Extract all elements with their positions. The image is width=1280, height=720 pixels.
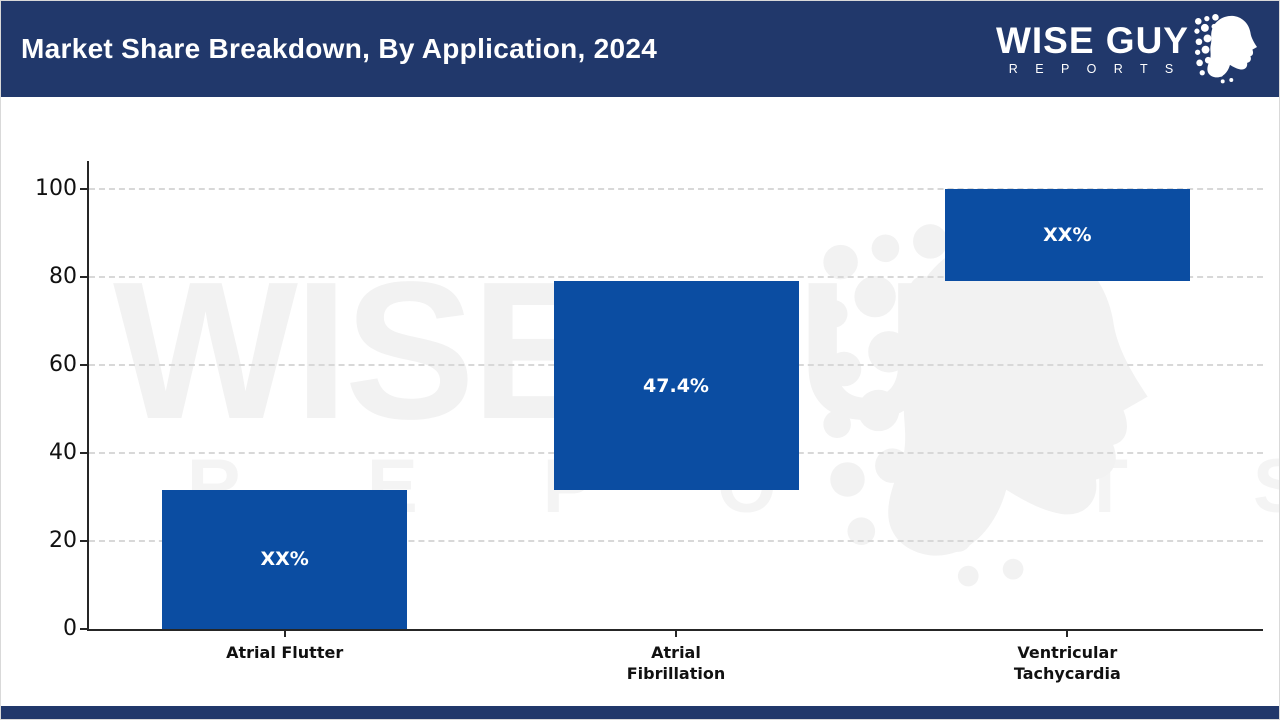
gridline-20: [89, 540, 1263, 542]
y-axis-spine: [87, 161, 89, 631]
x-tick-label-ventricular-tachycardia: Ventricular Tachycardia: [1013, 643, 1121, 683]
gridline-100: [89, 188, 1263, 190]
chart-canvas: WISE GUY R E P O R T S 020406080100XX%47…: [1, 97, 1279, 706]
x-tick-ventricular-tachycardia: [1066, 629, 1069, 637]
wiseguy-face-icon: [1193, 11, 1259, 87]
header-bar: Market Share Breakdown, By Application, …: [1, 1, 1279, 97]
wiseguy-logo: WISE GUY R E P O R T S: [996, 11, 1259, 87]
y-tick-label-100: 100: [35, 176, 77, 201]
bar-ventricular-tachycardia: XX%: [944, 189, 1190, 282]
x-tick-label-atrial-fibrillation: Atrial Fibrillation: [626, 643, 726, 683]
wiseguy-logo-text: WISE GUY R E P O R T S: [996, 22, 1189, 76]
y-tick-label-20: 20: [49, 528, 77, 553]
y-tick-80: [80, 276, 89, 278]
y-tick-label-40: 40: [49, 440, 77, 465]
bar-atrial-fibrillation: 47.4%: [553, 281, 799, 490]
y-tick-label-60: 60: [49, 352, 77, 377]
logo-wordmark: WISE GUY: [995, 20, 1189, 61]
bar-label-ventricular-tachycardia: XX%: [1043, 224, 1092, 247]
bar-label-atrial-fibrillation: 47.4%: [643, 374, 709, 397]
y-tick-0: [80, 628, 89, 630]
y-tick-100: [80, 188, 89, 190]
bar-label-atrial-flutter: XX%: [260, 548, 309, 571]
bar-atrial-flutter: XX%: [162, 489, 408, 629]
x-tick-label-atrial-flutter: Atrial Flutter: [226, 643, 344, 662]
page-title: Market Share Breakdown, By Application, …: [21, 33, 658, 64]
x-axis-spine: [87, 629, 1263, 631]
gridline-80: [89, 276, 1263, 278]
y-tick-60: [80, 364, 89, 366]
logo-tagline: R E P O R T S: [1008, 62, 1181, 76]
x-tick-atrial-fibrillation: [675, 629, 677, 637]
x-tick-atrial-flutter: [283, 629, 286, 637]
y-tick-label-80: 80: [49, 264, 77, 289]
plot-area: 0 20 40 60 80 100 XX% 47.4% XX% Atrial Flutter Atr…: [1, 97, 1279, 706]
y-tick-40: [80, 452, 89, 454]
footer-bar: [1, 706, 1279, 719]
y-tick-label-0: 0: [63, 616, 77, 641]
y-tick-20: [80, 540, 89, 542]
